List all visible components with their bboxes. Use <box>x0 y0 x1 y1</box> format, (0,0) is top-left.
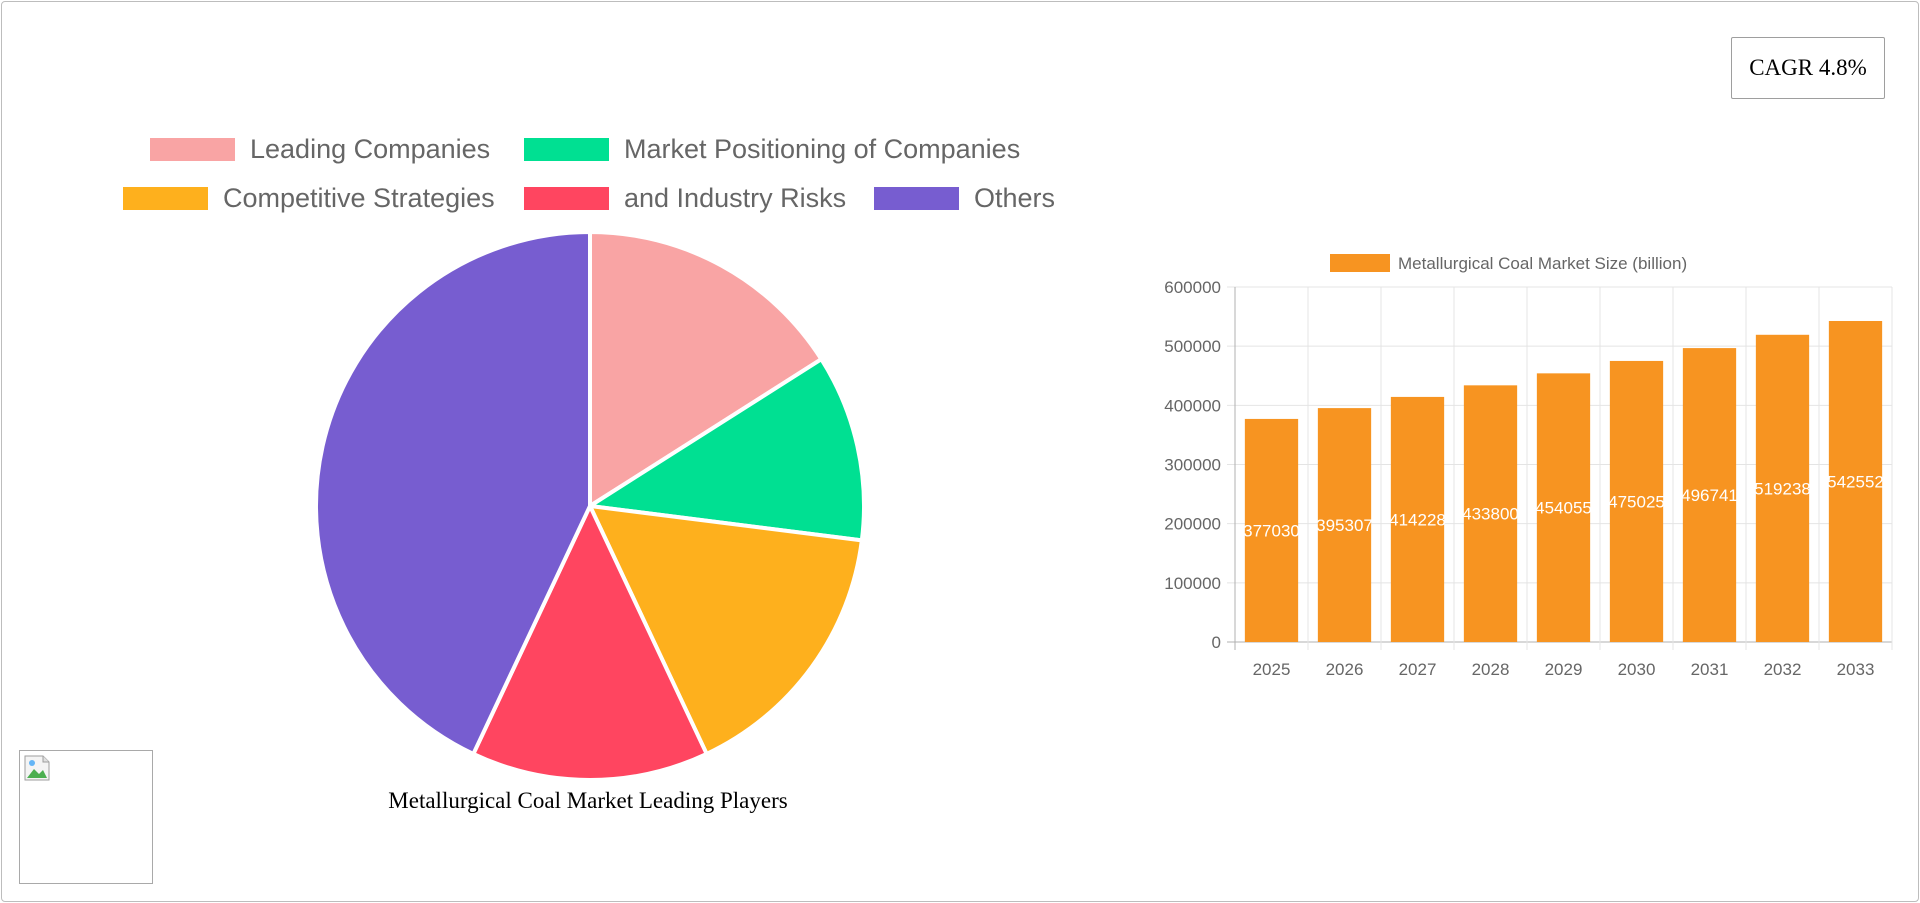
y-tick-label: 0 <box>1212 633 1221 652</box>
x-tick-label: 2027 <box>1399 660 1437 679</box>
x-tick-label: 2029 <box>1545 660 1583 679</box>
legend-swatch <box>874 187 959 210</box>
legend-label: Market Positioning of Companies <box>624 134 1021 164</box>
x-tick-label: 2028 <box>1472 660 1510 679</box>
bar-data-label: 496741 <box>1681 486 1738 505</box>
x-tick-label: 2031 <box>1691 660 1729 679</box>
bar-data-label: 475025 <box>1608 492 1665 511</box>
x-tick-label: 2030 <box>1618 660 1656 679</box>
y-tick-label: 300000 <box>1164 456 1221 475</box>
broken-image-icon <box>24 755 50 781</box>
bar-2029[interactable] <box>1536 373 1591 642</box>
bar-chart: Metallurgical Coal Market Size (billion)… <box>1164 254 1893 679</box>
x-tick-label: 2026 <box>1326 660 1364 679</box>
bar-legend-swatch <box>1330 254 1390 272</box>
legend-item-competitive-strategies[interactable]: Competitive Strategies <box>123 183 495 214</box>
pie-slice-3[interactable] <box>470 501 710 783</box>
bar-2026[interactable] <box>1317 408 1372 642</box>
bar-2033[interactable] <box>1828 320 1883 642</box>
bar-data-label: 454055 <box>1535 499 1592 518</box>
legend-item-industry-risks[interactable]: and Industry Risks <box>524 183 846 214</box>
bar-legend-label: Metallurgical Coal Market Size (billion) <box>1398 254 1687 273</box>
legend-swatch <box>150 138 235 161</box>
pie-caption: Metallurgical Coal Market Leading Player… <box>388 788 788 813</box>
x-tick-label: 2032 <box>1764 660 1802 679</box>
pie-slice-1[interactable] <box>584 356 866 543</box>
bar-data-label: 519238 <box>1754 479 1811 498</box>
bar-legend[interactable]: Metallurgical Coal Market Size (billion) <box>1330 254 1687 273</box>
pie-slice-4[interactable] <box>314 229 592 757</box>
legend-item-others[interactable]: Others <box>874 183 1055 214</box>
legend-swatch <box>524 138 609 161</box>
y-tick-label: 400000 <box>1164 396 1221 415</box>
cagr-badge: CAGR 4.8% <box>1731 37 1885 99</box>
bar-2032[interactable] <box>1755 334 1810 642</box>
pie-slice-0[interactable] <box>588 229 825 510</box>
legend-label: Competitive Strategies <box>223 183 495 213</box>
y-tick-label: 200000 <box>1164 515 1221 534</box>
bar-2028[interactable] <box>1463 385 1518 642</box>
bar-data-label: 414228 <box>1389 510 1446 529</box>
x-tick-label: 2025 <box>1253 660 1291 679</box>
legend-item-market-positioning[interactable]: Market Positioning of Companies <box>524 134 1020 165</box>
x-tick-label: 2033 <box>1837 660 1875 679</box>
bar-2027[interactable] <box>1390 396 1445 642</box>
bar-data-label: 433800 <box>1462 505 1519 524</box>
bar-data-label: 395307 <box>1316 516 1373 535</box>
legend-item-leading-companies[interactable]: Leading Companies <box>150 134 490 165</box>
y-tick-label: 500000 <box>1164 337 1221 356</box>
image-placeholder <box>19 750 153 884</box>
legend-label: Leading Companies <box>250 134 491 164</box>
bar-2025[interactable] <box>1244 418 1299 642</box>
bar-data-label: 377030 <box>1243 521 1300 540</box>
legend-label: and Industry Risks <box>624 183 847 213</box>
bar-2030[interactable] <box>1609 360 1664 642</box>
bar-2031[interactable] <box>1682 348 1737 642</box>
legend-label: Others <box>974 183 1056 213</box>
pie-slice-2[interactable] <box>586 503 865 757</box>
legend-swatch <box>123 187 208 210</box>
y-tick-label: 100000 <box>1164 574 1221 593</box>
bar-data-label: 542552 <box>1827 472 1884 491</box>
y-tick-label: 600000 <box>1164 278 1221 297</box>
legend-swatch <box>524 187 609 210</box>
pie-chart <box>314 229 866 783</box>
